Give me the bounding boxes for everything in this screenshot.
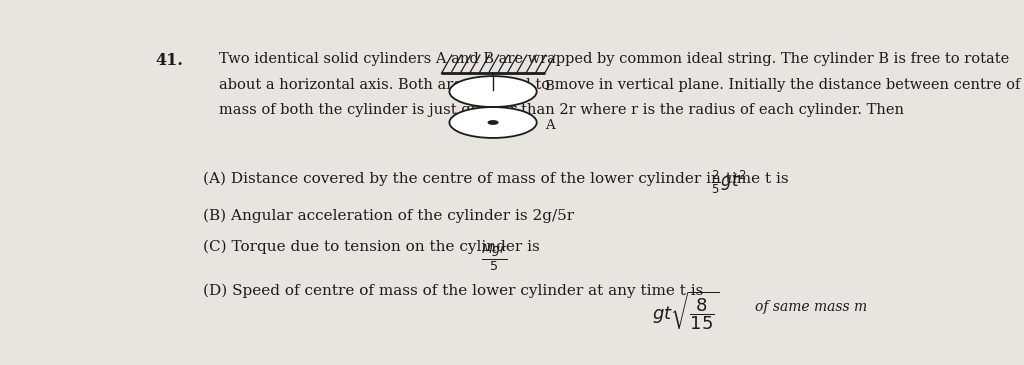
Text: Two identical solid cylinders A and B are wrapped by common ideal string. The cy: Two identical solid cylinders A and B ar…: [219, 52, 1010, 66]
Circle shape: [450, 76, 537, 107]
Text: A: A: [545, 119, 554, 132]
Text: $\frac{Mgr}{5}$: $\frac{Mgr}{5}$: [481, 242, 508, 273]
Text: $\frac{2}{5}gt^2$: $\frac{2}{5}gt^2$: [712, 169, 748, 196]
Text: (A) Distance covered by the centre of mass of the lower cylinder in time t is: (A) Distance covered by the centre of ma…: [204, 172, 794, 186]
Text: (C) Torque due to tension on the cylinder is: (C) Torque due to tension on the cylinde…: [204, 239, 545, 254]
Circle shape: [450, 107, 537, 138]
Text: B: B: [545, 80, 554, 93]
Text: mass of both the cylinder is just greater than 2r where r is the radius of each : mass of both the cylinder is just greate…: [219, 103, 904, 117]
Text: 41.: 41.: [156, 52, 183, 69]
Text: (B) Angular acceleration of the cylinder is 2g/5r: (B) Angular acceleration of the cylinder…: [204, 208, 574, 223]
Text: (D) Speed of centre of mass of the lower cylinder at any time t is: (D) Speed of centre of mass of the lower…: [204, 284, 709, 299]
Text: about a horizontal axis. Both are confined to move in vertical plane. Initially : about a horizontal axis. Both are confin…: [219, 77, 1021, 92]
Text: $gt\sqrt{\dfrac{8}{15}}$: $gt\sqrt{\dfrac{8}{15}}$: [652, 290, 719, 332]
Text: of same mass m: of same mass m: [755, 300, 867, 314]
Circle shape: [488, 121, 498, 124]
